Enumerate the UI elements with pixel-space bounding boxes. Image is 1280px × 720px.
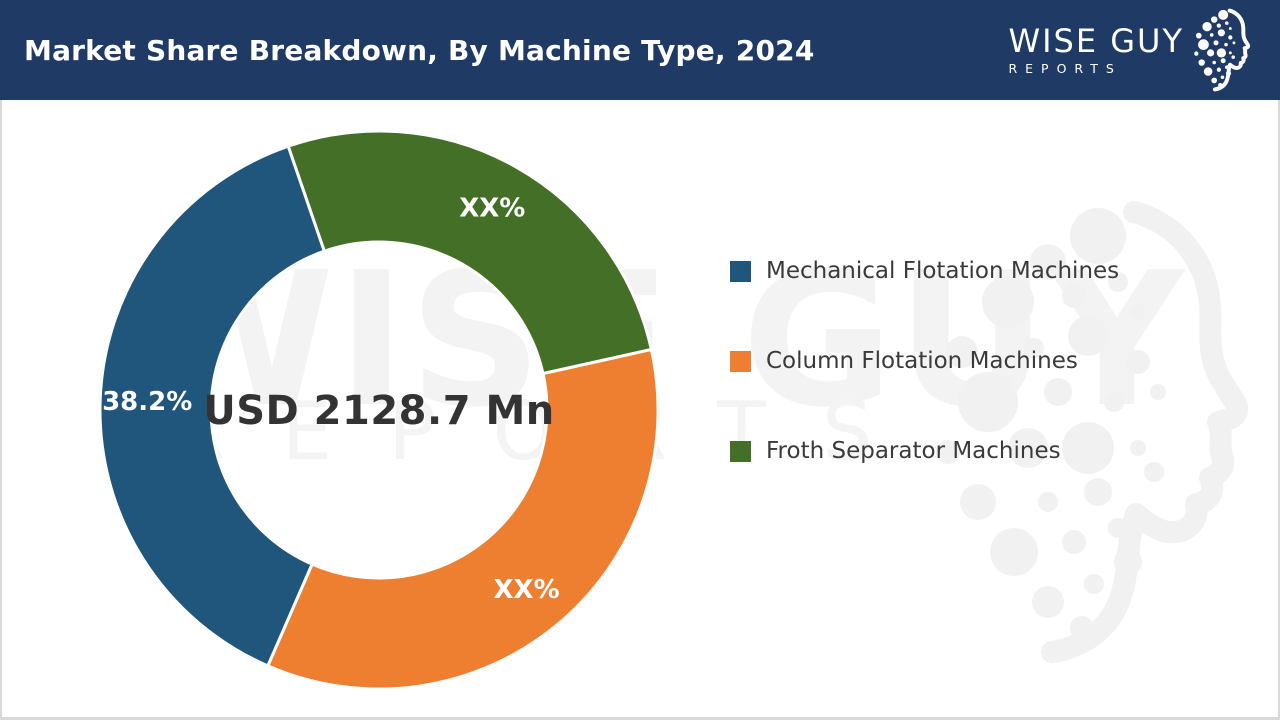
pie-slice-column-flotation-machines	[266, 348, 660, 691]
legend-swatch-orange	[730, 350, 751, 372]
chart-center-value: USD 2128.7 Mn	[203, 388, 555, 434]
legend-item-froth: Froth Separator Machines	[730, 436, 1119, 466]
legend-item-column: Column Flotation Machines	[730, 346, 1119, 376]
wiseguy-face-icon	[1178, 7, 1254, 93]
logo-sub-text: REPORTS	[1008, 60, 1122, 76]
pie-slice-mechanical-flotation-machines	[98, 144, 326, 668]
watermark-text-small: REPORTS	[170, 392, 929, 472]
legend-item-mechanical: Mechanical Flotation Machines	[730, 256, 1119, 286]
header-bar: Market Share Breakdown, By Machine Type,…	[0, 0, 1280, 100]
chart-legend: Mechanical Flotation Machines Column Flo…	[730, 256, 1119, 466]
slice-label: XX%	[459, 194, 525, 224]
pie-slice-froth-separator-machines	[286, 129, 653, 376]
brand-logo: WISE GUY REPORTS	[1008, 7, 1254, 93]
slice-label: XX%	[494, 575, 560, 605]
legend-label: Froth Separator Machines	[766, 437, 1061, 464]
legend-label: Column Flotation Machines	[766, 347, 1078, 374]
page-title: Market Share Breakdown, By Machine Type,…	[24, 33, 815, 67]
legend-label: Mechanical Flotation Machines	[766, 257, 1120, 284]
chart-area: WISE GUY REPORTS XX%XX%38.2% USD 2128.7 …	[2, 100, 1278, 717]
legend-swatch-blue	[730, 260, 751, 282]
legend-swatch-green	[730, 440, 751, 462]
donut-chart: XX% XX% 38.2%	[98, 129, 660, 691]
logo-brand-text: WISE GUY	[1008, 21, 1184, 60]
slice-label: 38.2%	[102, 387, 192, 417]
